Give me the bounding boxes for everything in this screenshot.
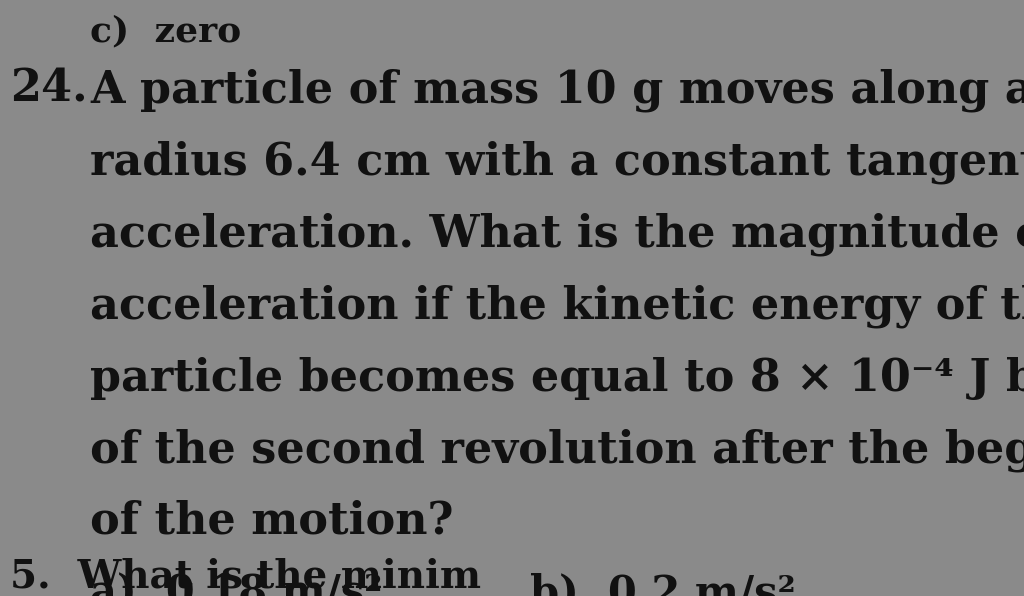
Text: of the second revolution after the beginning: of the second revolution after the begin… <box>90 428 1024 471</box>
Text: b)  0.2 m/s²: b) 0.2 m/s² <box>530 572 796 596</box>
Text: A particle of mass 10 g moves along a circle of: A particle of mass 10 g moves along a ci… <box>90 68 1024 111</box>
Text: particle becomes equal to 8 × 10⁻⁴ J by the end: particle becomes equal to 8 × 10⁻⁴ J by … <box>90 356 1024 399</box>
Text: acceleration if the kinetic energy of the: acceleration if the kinetic energy of th… <box>90 284 1024 327</box>
Text: of the motion?: of the motion? <box>90 500 454 543</box>
Text: acceleration. What is the magnitude of this: acceleration. What is the magnitude of t… <box>90 212 1024 256</box>
Text: a)  0.18 m/s²: a) 0.18 m/s² <box>90 572 383 596</box>
Text: 24.: 24. <box>10 68 88 111</box>
Text: c)  zero: c) zero <box>90 14 242 48</box>
Text: radius 6.4 cm with a constant tangential: radius 6.4 cm with a constant tangential <box>90 140 1024 184</box>
Text: 5.  What is the minim: 5. What is the minim <box>10 558 481 596</box>
